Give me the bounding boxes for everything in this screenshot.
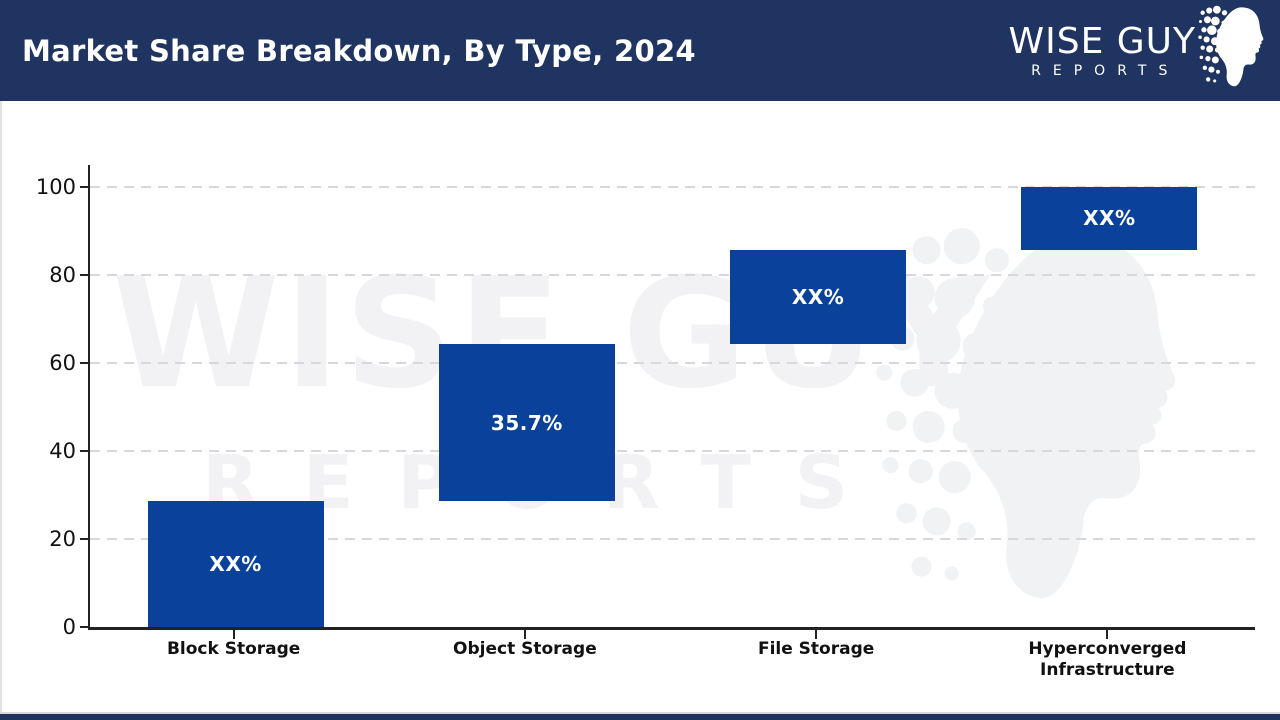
- chart-title: Market Share Breakdown, By Type, 2024: [22, 33, 696, 68]
- x-axis-category-label: File Storage: [757, 639, 875, 659]
- logo-text: WISE GUY REPORTS: [1008, 20, 1197, 79]
- bottom-frame-line: [0, 712, 1280, 714]
- gridline-100: [90, 186, 1255, 188]
- x-axis-category-label: Hyperconverged Infrastructure: [1028, 639, 1187, 681]
- gridline-80: [90, 274, 1255, 276]
- bar-value-label: XX%: [209, 552, 262, 577]
- bar-value-label: XX%: [1083, 206, 1136, 231]
- y-axis-tick-label: 80: [49, 263, 76, 287]
- bar-file-storage: XX%: [730, 249, 907, 345]
- x-axis-category-label: Block Storage: [166, 639, 301, 659]
- y-axis-tick-label: 40: [49, 439, 76, 463]
- bar-hyperconverged-infrastructure: XX%: [1021, 187, 1198, 250]
- left-frame-line: [0, 101, 2, 712]
- bar-object-storage: 35.7%: [438, 344, 615, 502]
- y-axis-tick: [80, 274, 88, 276]
- logo-head-icon: [1198, 5, 1264, 86]
- x-axis-tick: [232, 630, 235, 639]
- gridline-20: [90, 538, 1255, 540]
- x-axis-tick: [815, 630, 818, 639]
- x-axis-tick: [1106, 630, 1109, 639]
- gridline-60: [90, 362, 1255, 364]
- y-axis-tick-label: 20: [49, 527, 76, 551]
- header: Market Share Breakdown, By Type, 2024 WI…: [0, 0, 1280, 101]
- y-axis-tick-label: 100: [35, 175, 76, 199]
- brand-logo: WISE GUY REPORTS: [1009, 4, 1265, 98]
- y-axis-tick-label: 60: [49, 351, 76, 375]
- y-axis-tick: [80, 626, 88, 628]
- y-axis-tick: [80, 186, 88, 188]
- x-axis-category-label: Object Storage: [453, 639, 597, 659]
- x-axis-tick: [523, 630, 526, 639]
- y-axis-tick: [80, 362, 88, 364]
- plot-area: XX% 35.7% XX% XX%: [88, 165, 1255, 630]
- bar-block-storage: XX%: [147, 501, 324, 627]
- bar-value-label: XX%: [791, 284, 845, 309]
- gridline-40: [90, 450, 1255, 452]
- bar-value-label: 35.7%: [490, 410, 563, 435]
- logo-subtext: REPORTS: [1031, 62, 1180, 79]
- logo-wordmark: WISE GUY: [1008, 20, 1196, 62]
- y-axis-tick-label: 0: [62, 615, 76, 639]
- y-axis-tick: [80, 450, 88, 452]
- footer-bar: [0, 714, 1280, 720]
- y-axis-tick: [80, 538, 88, 540]
